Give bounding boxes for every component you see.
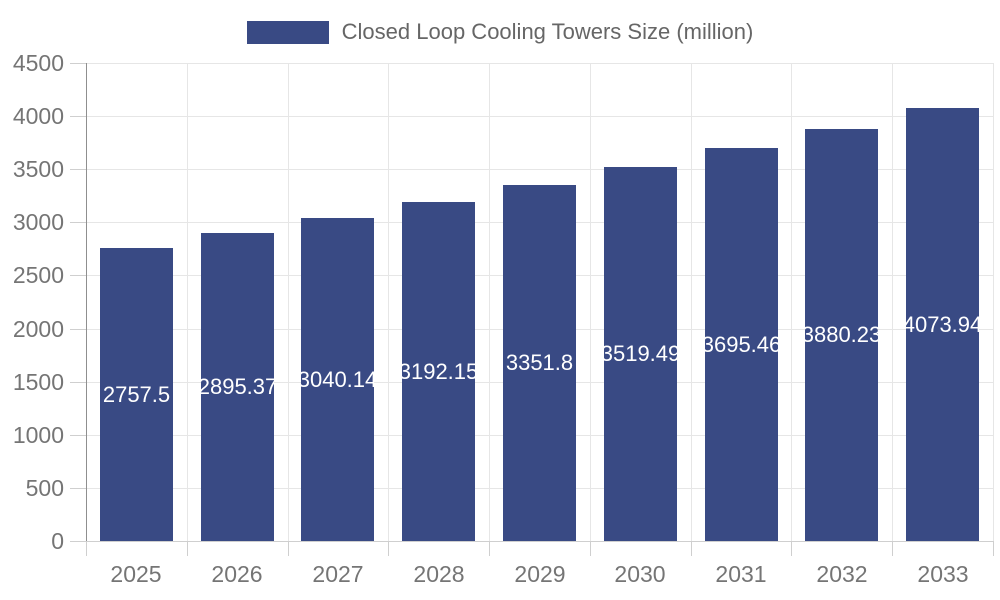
bar-value-label: 3040.14 (301, 366, 374, 392)
x-tick-mark (892, 541, 893, 556)
gridline-horizontal (86, 541, 993, 542)
bar-value-label: 3519.49 (604, 341, 677, 366)
y-tick-label: 1000 (12, 422, 64, 448)
x-tick-label: 2030 (614, 561, 666, 587)
x-tick-mark (993, 541, 994, 556)
bar: 3880.23 (805, 129, 878, 541)
y-tick-mark (70, 169, 86, 170)
x-tick-mark (691, 541, 692, 556)
bar: 2895.37 (201, 233, 274, 541)
y-tick-mark (70, 329, 86, 330)
y-tick-mark (70, 435, 86, 436)
y-tick-mark (70, 541, 86, 542)
gridline-vertical (388, 63, 389, 541)
legend-swatch (246, 20, 329, 44)
y-tick-label: 0 (51, 528, 64, 554)
x-tick-label: 2032 (816, 561, 868, 587)
y-tick-label: 3000 (12, 209, 64, 235)
gridline-horizontal (86, 169, 993, 170)
y-tick-mark (70, 275, 86, 276)
gridline-vertical (288, 63, 289, 541)
y-axis-line (86, 63, 87, 541)
gridline-vertical (691, 63, 692, 541)
x-tick-mark (590, 541, 591, 556)
gridline-vertical (993, 63, 994, 541)
bar: 3519.49 (604, 167, 677, 541)
gridline-vertical (590, 63, 591, 541)
y-tick-label: 3500 (12, 156, 64, 182)
gridline-vertical (791, 63, 792, 541)
bar: 3351.8 (503, 185, 576, 541)
y-tick-label: 2000 (12, 316, 64, 342)
gridline-vertical (489, 63, 490, 541)
bar-value-label: 2895.37 (201, 374, 274, 399)
gridline-vertical (892, 63, 893, 541)
legend: Closed Loop Cooling Towers Size (million… (0, 20, 1000, 44)
bar: 3040.14 (301, 218, 374, 541)
gridline-horizontal (86, 116, 993, 117)
x-tick-mark (388, 541, 389, 556)
y-tick-label: 4500 (12, 50, 64, 76)
gridline-horizontal (86, 63, 993, 64)
x-tick-mark (86, 541, 87, 556)
bar: 4073.94 (906, 108, 979, 541)
bar: 3192.15 (402, 202, 475, 541)
x-tick-label: 2025 (110, 561, 162, 587)
bar: 2757.5 (100, 248, 173, 541)
x-tick-mark (288, 541, 289, 556)
x-tick-label: 2028 (413, 561, 465, 587)
y-tick-mark (70, 63, 86, 64)
bar-value-label: 2757.5 (102, 381, 171, 407)
x-tick-label: 2033 (917, 561, 969, 587)
y-tick-label: 1500 (12, 369, 64, 395)
x-tick-label: 2027 (312, 561, 364, 587)
y-tick-label: 2500 (12, 262, 64, 288)
bar-value-label: 3351.8 (505, 350, 574, 375)
x-tick-mark (489, 541, 490, 556)
bar-value-label: 3695.46 (705, 331, 778, 357)
y-tick-mark (70, 222, 86, 223)
gridline-vertical (187, 63, 188, 541)
y-tick-label: 4000 (12, 103, 64, 129)
legend-label: Closed Loop Cooling Towers Size (million… (341, 19, 754, 44)
x-tick-label: 2026 (211, 561, 263, 587)
bar-value-label: 3880.23 (805, 322, 878, 347)
y-tick-label: 500 (25, 475, 64, 501)
bar: 3695.46 (705, 148, 778, 541)
x-tick-label: 2031 (715, 561, 767, 587)
y-tick-mark (70, 488, 86, 489)
x-tick-mark (187, 541, 188, 556)
x-tick-mark (791, 541, 792, 556)
x-tick-label: 2029 (514, 561, 566, 587)
bar-value-label: 4073.94 (906, 311, 979, 337)
y-tick-mark (70, 116, 86, 117)
y-tick-mark (70, 382, 86, 383)
bar-value-label: 3192.15 (402, 358, 475, 384)
